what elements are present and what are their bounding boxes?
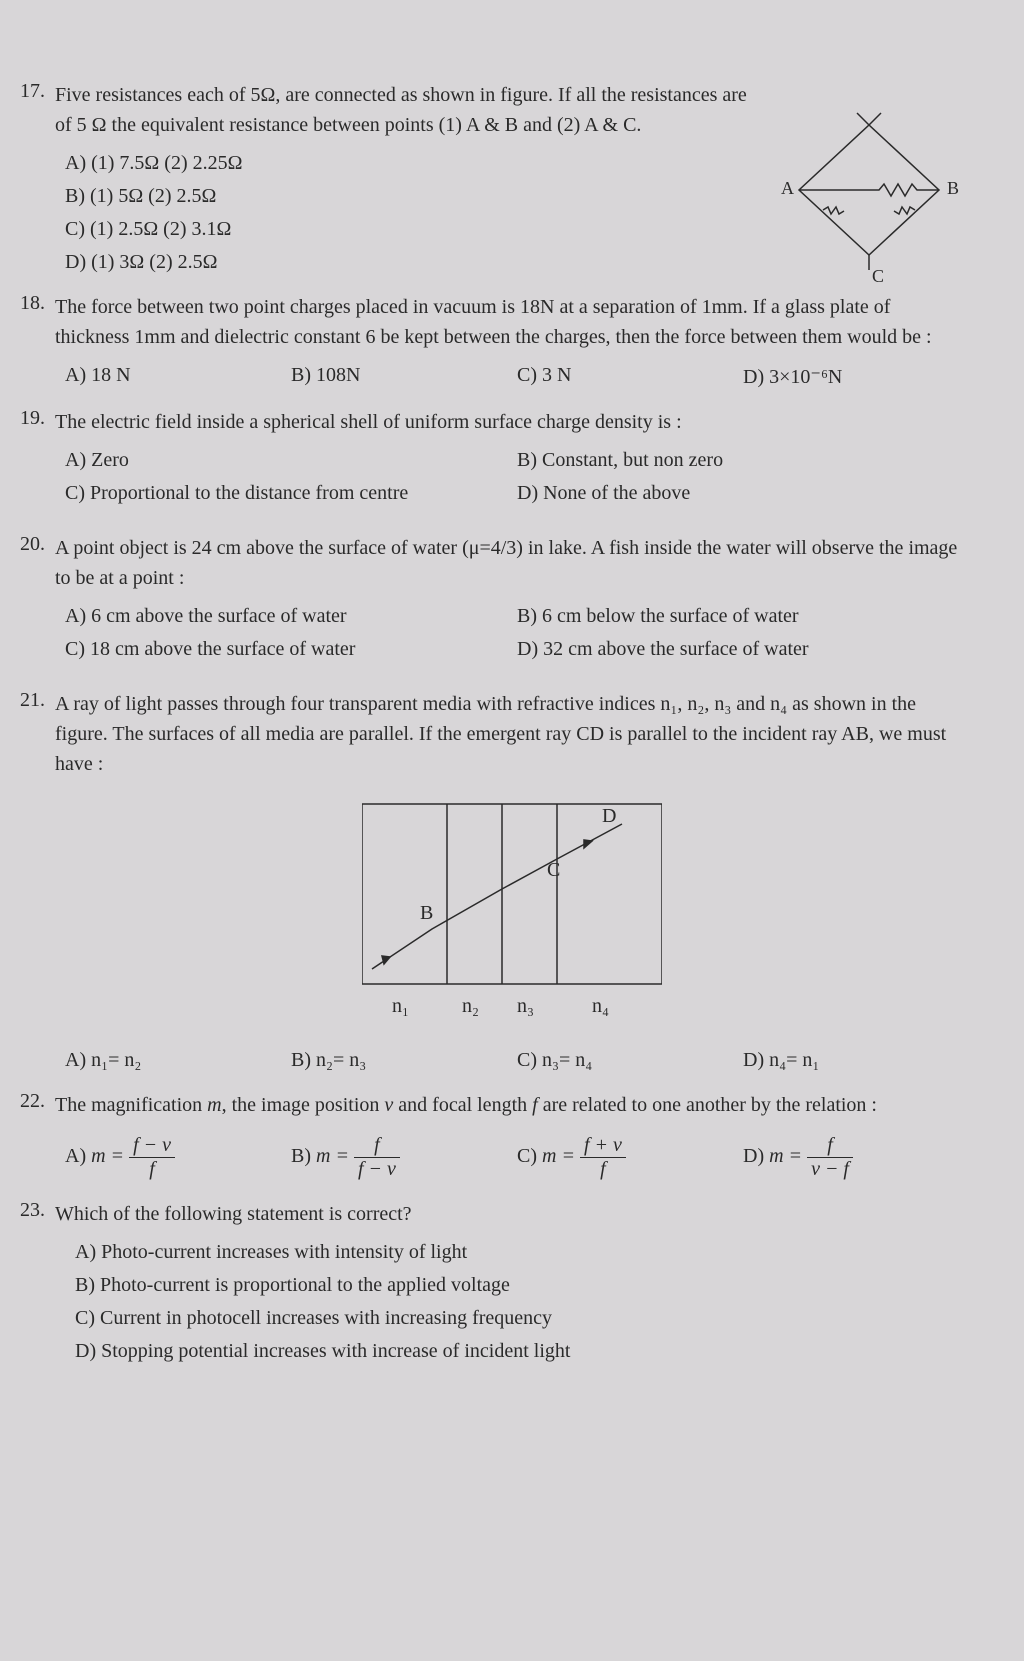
- point-d-label: D: [602, 805, 616, 827]
- option-a: A) 18 N: [65, 364, 291, 389]
- question-number: 23.: [20, 1199, 45, 1222]
- question-21: 21. A ray of light passes through four t…: [55, 689, 969, 1072]
- n4-label: n₄: [592, 995, 609, 1017]
- question-19: 19. The electric field inside a spherica…: [55, 407, 969, 515]
- question-number: 22.: [20, 1090, 45, 1113]
- option-b: B) 108N: [291, 364, 517, 389]
- media-diagram-icon: B C D n₁ n₂ n₃ n₄: [362, 794, 662, 1024]
- question-18: 18. The force between two point charges …: [55, 292, 969, 389]
- n2-label: n₂: [462, 995, 479, 1017]
- point-c-label: C: [547, 859, 560, 881]
- option-a: A) Zero: [65, 449, 517, 472]
- option-a: A) 6 cm above the surface of water: [65, 605, 517, 628]
- question-text: The force between two point charges plac…: [55, 292, 969, 352]
- node-b-label: B: [947, 178, 959, 198]
- question-22: 22. The magnification m, the image posit…: [55, 1090, 969, 1181]
- option-d: D) 3×10⁻⁶N: [743, 364, 969, 389]
- option-b: B) Photo-current is proportional to the …: [75, 1274, 969, 1297]
- option-a: A) m = f − vf: [65, 1134, 291, 1181]
- question-number: 19.: [20, 407, 45, 430]
- n1-label: n₁: [392, 995, 409, 1017]
- question-number: 18.: [20, 292, 45, 315]
- question-text: The magnification m, the image position …: [55, 1090, 969, 1120]
- option-c: C) Current in photocell increases with i…: [75, 1307, 969, 1330]
- question-23: 23. Which of the following statement is …: [55, 1199, 969, 1363]
- option-b: B) Constant, but non zero: [517, 449, 969, 472]
- option-d: D) 32 cm above the surface of water: [517, 638, 969, 661]
- node-c-label: C: [872, 266, 884, 286]
- question-number: 17.: [20, 80, 45, 103]
- option-c: C) m = f + vf: [517, 1134, 743, 1181]
- circuit-diagram-icon: A B C: [769, 110, 979, 290]
- question-20: 20. A point object is 24 cm above the su…: [55, 533, 969, 671]
- question-text: Which of the following statement is corr…: [55, 1199, 969, 1229]
- option-c: C) n₃= n₄: [517, 1049, 743, 1072]
- option-a: A) n₁= n₂: [65, 1049, 291, 1072]
- option-d: D) m = fv − f: [743, 1134, 969, 1181]
- option-c: C) Proportional to the distance from cen…: [65, 482, 517, 505]
- options-list: A) Photo-current increases with intensit…: [75, 1241, 969, 1363]
- point-b-label: B: [420, 902, 433, 924]
- option-d: D) None of the above: [517, 482, 969, 505]
- option-b: B) n₂= n₃: [291, 1049, 517, 1072]
- question-text: A point object is 24 cm above the surfac…: [55, 533, 969, 593]
- option-b: B) m = ff − v: [291, 1134, 517, 1181]
- question-text: A ray of light passes through four trans…: [55, 689, 969, 779]
- n3-label: n₃: [517, 995, 534, 1017]
- options-list: A) m = f − vf B) m = ff − v C) m = f + v…: [65, 1134, 969, 1181]
- question-text: The electric field inside a spherical sh…: [55, 407, 969, 437]
- options-list: A) Zero B) Constant, but non zero C) Pro…: [65, 449, 969, 515]
- option-b: B) 6 cm below the surface of water: [517, 605, 969, 628]
- question-17: 17. Five resistances each of 5Ω, are con…: [55, 80, 969, 274]
- question-number: 21.: [20, 689, 45, 712]
- option-a: A) Photo-current increases with intensit…: [75, 1241, 969, 1264]
- option-d: D) Stopping potential increases with inc…: [75, 1340, 969, 1363]
- node-a-label: A: [781, 178, 794, 198]
- question-number: 20.: [20, 533, 45, 556]
- options-list: A) 6 cm above the surface of water B) 6 …: [65, 605, 969, 671]
- option-c: C) 18 cm above the surface of water: [65, 638, 517, 661]
- option-d: D) n₄= n₁: [743, 1049, 969, 1072]
- options-list: A) n₁= n₂ B) n₂= n₃ C) n₃= n₄ D) n₄= n₁: [65, 1049, 969, 1072]
- option-c: C) 3 N: [517, 364, 743, 389]
- options-list: A) 18 N B) 108N C) 3 N D) 3×10⁻⁶N: [65, 364, 969, 389]
